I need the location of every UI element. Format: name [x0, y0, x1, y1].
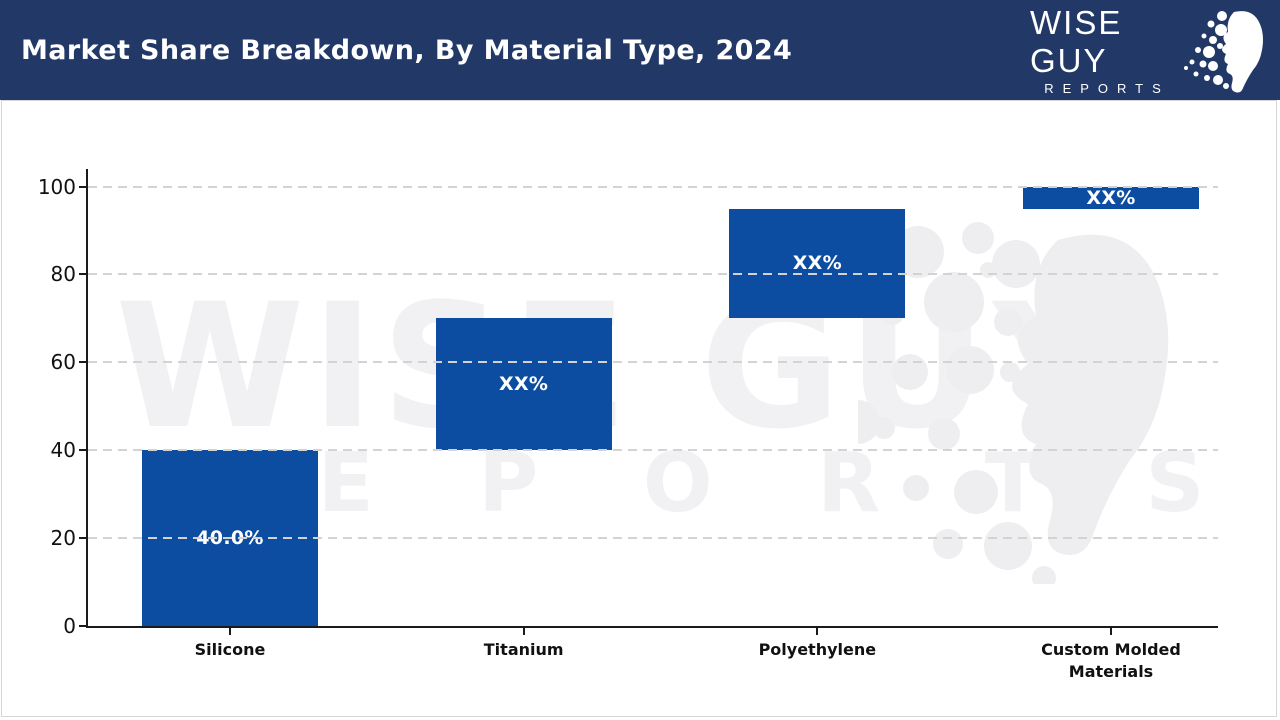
y-axis-tick: [79, 273, 86, 276]
logo-text: WISE GUY REPORTS: [1030, 4, 1180, 96]
category-label: Silicone: [194, 640, 266, 659]
wise-guy-logo: WISE GUY REPORTS: [1030, 4, 1266, 96]
y-tick-label: 20: [50, 526, 76, 551]
x-axis-tick: [1110, 628, 1112, 635]
watermark-subtext: R E P O R T S: [150, 436, 1243, 531]
bar-value-label: XX%: [792, 252, 842, 275]
x-axis-tick: [522, 628, 525, 635]
watermark-face-icon: [858, 222, 1169, 584]
y-tick-label: 80: [50, 262, 76, 287]
category-label: Polyethylene: [758, 640, 877, 659]
category-label: Titanium: [483, 640, 564, 659]
bar-polyethylene: XX%: [729, 208, 906, 319]
bar-custom-molded-materials: XX%: [1023, 187, 1199, 209]
bar-value-label: XX%: [1086, 186, 1136, 209]
bar-titanium: XX%: [435, 318, 612, 451]
header-bar: Market Share Breakdown, By Material Type…: [0, 0, 1280, 100]
x-axis-tick: [229, 628, 231, 635]
gridline-20: [88, 537, 1218, 540]
x-axis-tick: [816, 628, 819, 635]
gridline-40: [88, 449, 1218, 452]
gridline-60: [88, 361, 1218, 364]
waterfall-chart: 0 20 40 60 80 100 40.0% Silicone XX% Titanium XX% P…: [38, 169, 1218, 681]
y-tick-label: 0: [63, 614, 76, 638]
y-axis-line: [86, 169, 88, 628]
page-title: Market Share Breakdown, By Material Type…: [21, 34, 793, 66]
y-axis-tick: [79, 625, 86, 627]
y-tick-label: 100: [37, 174, 76, 199]
y-axis-tick: [79, 361, 86, 364]
logo-subtitle: REPORTS: [1044, 81, 1170, 96]
gridline-80: [88, 273, 1218, 276]
bar-value-label: XX%: [499, 373, 549, 396]
y-axis-tick: [79, 185, 86, 188]
y-tick-label: 40: [50, 438, 76, 463]
x-axis-line: [86, 626, 1218, 628]
gridline-100: [88, 185, 1218, 188]
y-axis-tick: [79, 449, 86, 452]
logo-wordmark: WISE GUY: [1030, 4, 1123, 79]
category-label: Custom Molded Materials: [1041, 640, 1181, 681]
y-tick-label: 60: [50, 350, 76, 375]
y-axis-tick: [79, 537, 86, 540]
logo-face-icon: [1184, 11, 1263, 93]
